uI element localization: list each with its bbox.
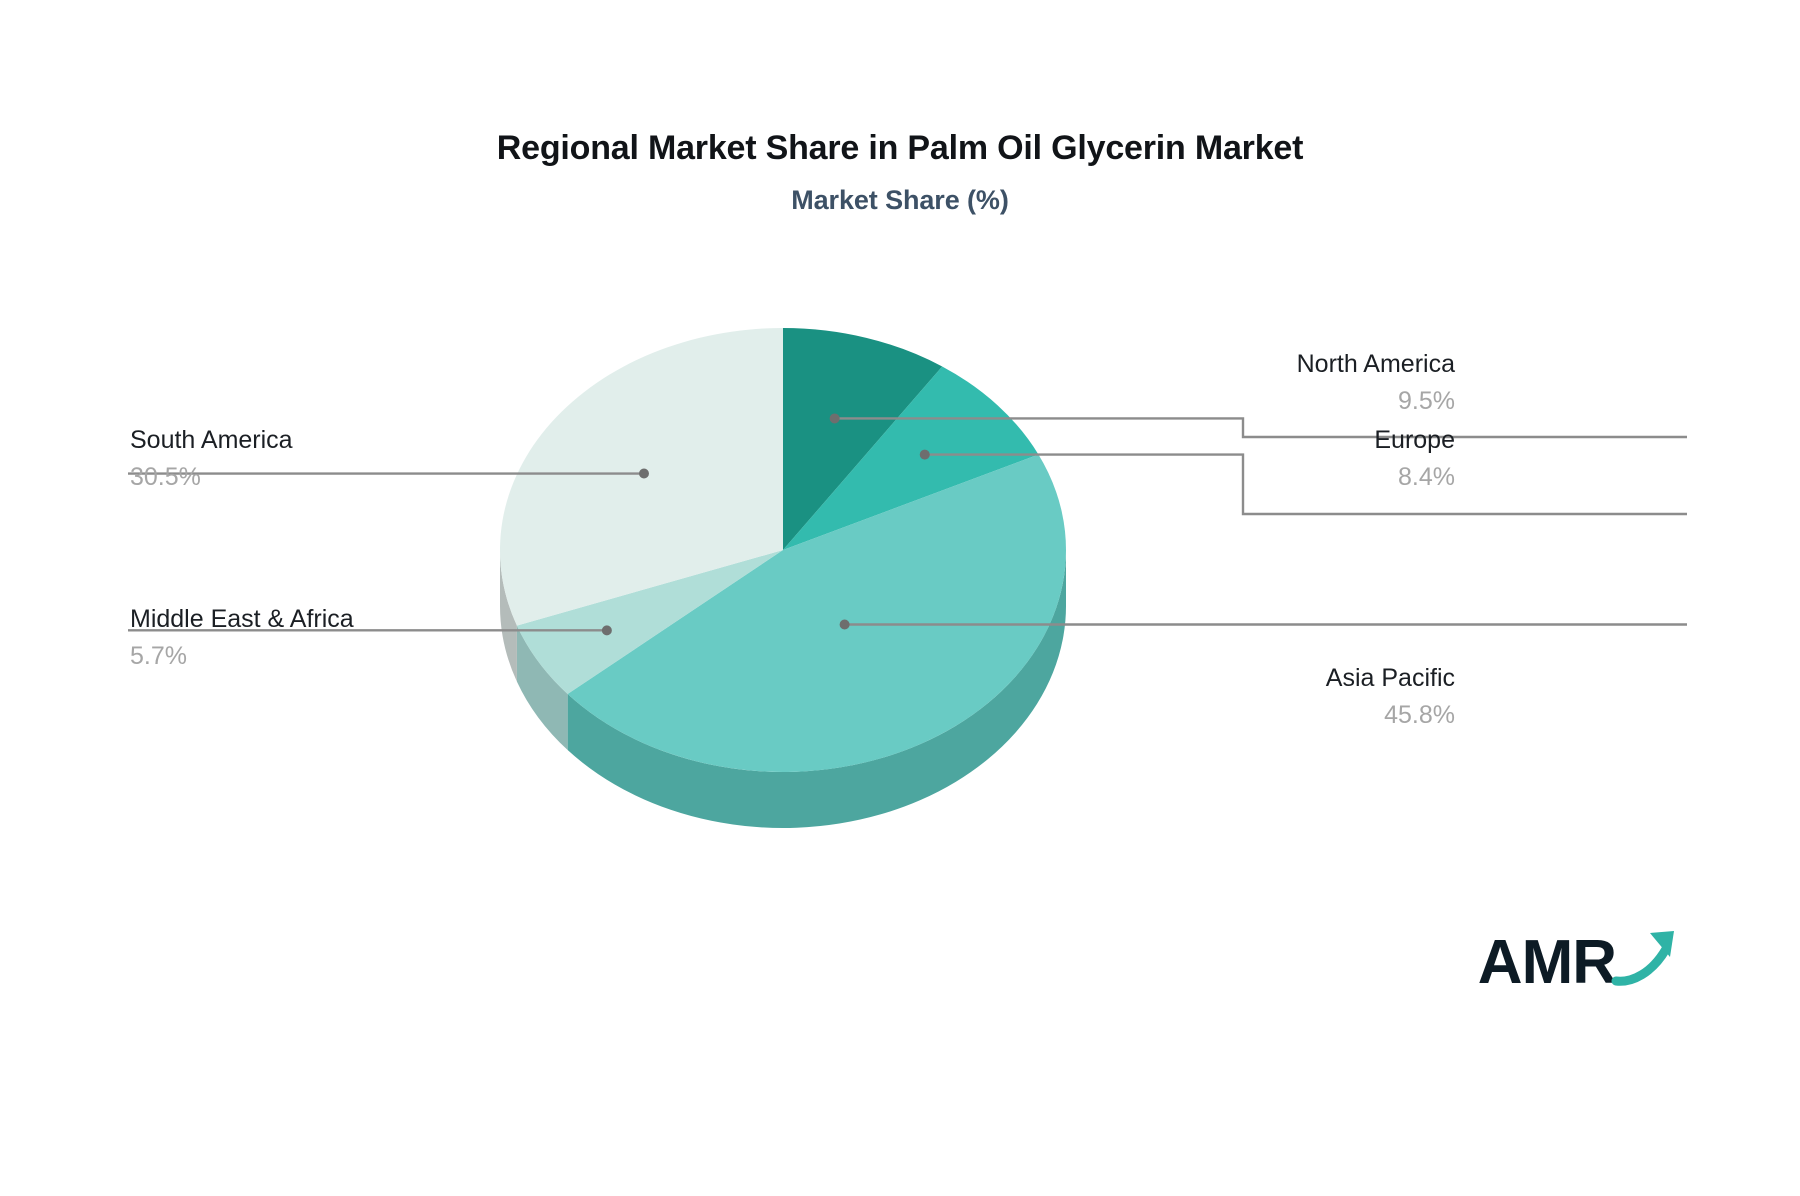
- pie-slice-middle-east-africa[interactable]: [516, 550, 783, 695]
- title-block: Regional Market Share in Palm Oil Glycer…: [0, 128, 1800, 216]
- pie-slice-side: [567, 550, 1066, 828]
- leader-line: [834, 417, 1687, 439]
- amr-logo: AMR: [1478, 925, 1682, 994]
- slice-label-europe: Europe 8.4%: [1374, 425, 1455, 494]
- slice-label-name: Middle East & Africa: [130, 605, 354, 633]
- arrow-up-right-icon: [1610, 925, 1682, 992]
- slice-label-value: 8.4%: [1398, 463, 1455, 492]
- slice-label-name: South America: [130, 426, 293, 454]
- pie-slice-north-america[interactable]: [783, 328, 943, 550]
- slice-label-middle-east-africa: Middle East & Africa 5.7%: [130, 604, 354, 673]
- leader-dot: [638, 468, 649, 479]
- slice-label-value: 5.7%: [130, 642, 187, 671]
- slice-label-north-america: North America 9.5%: [1297, 349, 1455, 418]
- leader-dot: [919, 449, 930, 460]
- pie-slice-europe[interactable]: [783, 366, 1039, 550]
- slice-label-asia-pacific: Asia Pacific 45.8%: [1326, 663, 1455, 732]
- slice-label-value: 30.5%: [130, 463, 201, 492]
- slice-label-name: Europe: [1374, 426, 1455, 454]
- chart-title: Regional Market Share in Palm Oil Glycer…: [496, 129, 1304, 167]
- slice-label-value: 45.8%: [1384, 701, 1455, 730]
- leader-dot: [601, 625, 612, 636]
- slice-label-name: Asia Pacific: [1325, 664, 1455, 692]
- leader-dot: [839, 619, 850, 630]
- slice-label-value: 9.5%: [1398, 387, 1455, 416]
- pie-slice-side: [500, 550, 517, 682]
- slice-label-south-america: South America 30.5%: [130, 425, 293, 494]
- pie-slice-south-america[interactable]: [500, 328, 783, 626]
- pie-slice-asia-pacific[interactable]: [567, 454, 1066, 772]
- pie-depth-walls: [500, 550, 1066, 828]
- chart-subtitle: Market Share (%): [791, 184, 1009, 215]
- amr-logo-text: AMR: [1477, 928, 1617, 997]
- pie-top-faces: [500, 328, 1066, 772]
- slice-label-name: North America: [1296, 350, 1455, 378]
- leader-line: [924, 453, 1687, 516]
- leader-dot: [829, 413, 840, 424]
- pie-slice-side: [516, 625, 568, 751]
